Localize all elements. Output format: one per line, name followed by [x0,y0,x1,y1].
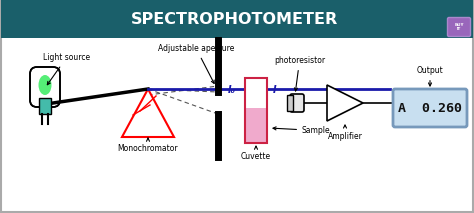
Bar [245,108,267,143]
Text: Amplifier: Amplifier [328,125,363,141]
Bar [245,78,267,143]
Text: photoresistor: photoresistor [274,56,325,91]
Text: BUY
IT: BUY IT [454,23,464,31]
Text: Adjustable aperture: Adjustable aperture [158,44,234,83]
FancyBboxPatch shape [447,17,471,36]
Text: I₀: I₀ [228,85,236,95]
Polygon shape [122,89,174,137]
FancyBboxPatch shape [30,67,60,107]
Ellipse shape [38,75,52,95]
Text: I: I [273,85,277,95]
Text: Monochromator: Monochromator [118,138,178,153]
FancyBboxPatch shape [290,94,304,112]
Bar [287,95,293,111]
Bar [39,98,51,114]
Polygon shape [327,85,363,121]
Text: SPECTROPHOTOMETER: SPECTROPHOTOMETER [131,12,338,26]
Text: Light source: Light source [43,53,90,85]
Text: A  0.260: A 0.260 [398,102,462,115]
FancyBboxPatch shape [393,89,467,127]
Text: Cuvette: Cuvette [241,146,271,161]
Text: Sample: Sample [273,126,331,135]
Bar [245,78,267,108]
Text: Output: Output [417,66,443,86]
Bar [1,0,473,38]
